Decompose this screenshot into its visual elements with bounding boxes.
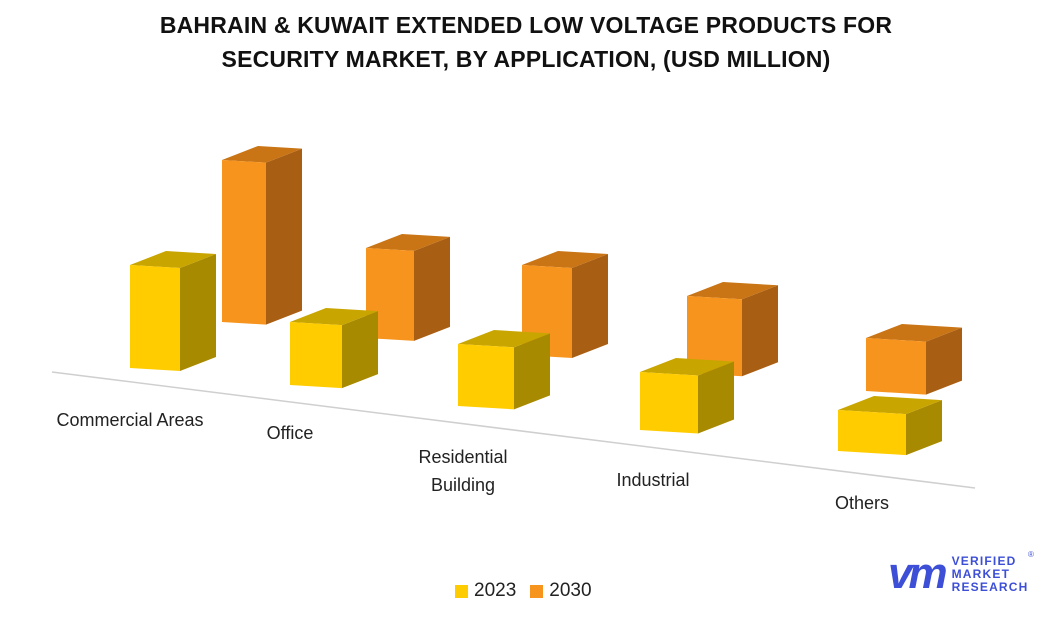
category-label-commercial-areas: Commercial Areas (56, 410, 204, 430)
bar-side-face (514, 333, 550, 410)
chart-title-line-2: SECURITY MARKET, BY APPLICATION, (USD MI… (221, 46, 831, 72)
bar-2023-commercial-areas (130, 251, 216, 371)
bar-2030-industrial (687, 282, 778, 377)
legend-item-2030: 2030 (530, 580, 592, 602)
bar-side-face (180, 254, 216, 371)
bar-2023-residential-building (458, 330, 550, 410)
logo-mark: vm (888, 549, 948, 598)
logo-line-3: RESEARCH (951, 579, 1029, 594)
bar-top-face (866, 324, 962, 342)
category-label-office: Office (266, 423, 314, 443)
bar-front-face (838, 410, 906, 456)
bar-front-face (222, 160, 266, 325)
legend-label-2023: 2023 (474, 580, 517, 601)
bar-2030-commercial-areas (222, 146, 302, 325)
bar-top-face (290, 308, 378, 326)
verified-market-research-logo: vm VERIFIED MARKET RESEARCH ® (888, 549, 1034, 598)
logo-registered: ® (1028, 550, 1034, 559)
logo-text: VERIFIED MARKET RESEARCH (951, 553, 1029, 594)
bar-top-face (130, 251, 216, 268)
legend-label-2030: 2030 (549, 580, 592, 601)
legend: 2023 2030 (455, 580, 606, 602)
bar-top-face (838, 396, 942, 415)
bar-2023-industrial (640, 358, 734, 434)
bar-side-face (266, 148, 302, 325)
bar-front-face (130, 265, 180, 371)
logo-line-2: MARKET (951, 566, 1011, 581)
category-label-others: Others (834, 493, 890, 513)
chart-title: BAHRAIN & KUWAIT EXTENDED LOW VOLTAGE PR… (0, 8, 1052, 76)
bar-top-face (687, 282, 778, 300)
bar-2030-others (866, 324, 962, 395)
bar-side-face (414, 236, 450, 341)
bar-top-face (366, 234, 450, 251)
bar-front-face (640, 372, 698, 434)
legend-item-2023: 2023 (455, 580, 516, 602)
category-axis-line (51, 371, 976, 489)
bar-2023-office (290, 308, 378, 389)
bar-side-face (906, 400, 942, 456)
bar-top-face (640, 358, 734, 376)
legend-swatch-2023 (455, 584, 468, 598)
bar-2030-office (366, 234, 450, 341)
legend-swatch-2030 (530, 584, 544, 598)
bar-side-face (342, 311, 378, 389)
bar-side-face (572, 254, 608, 358)
bar-top-face (522, 251, 608, 268)
logo-line-1: VERIFIED (951, 553, 1017, 568)
bar-front-face (687, 296, 742, 377)
bar-side-face (926, 327, 962, 395)
bar-top-face (222, 146, 302, 163)
bar-front-face (458, 344, 514, 410)
bar-front-face (290, 322, 342, 389)
bar-side-face (742, 285, 778, 377)
category-label-industrial: Industrial (616, 470, 690, 490)
category-label-residential-building: Residential Building (418, 447, 508, 495)
bar-top-face (458, 330, 550, 348)
chart-title-line-1: BAHRAIN & KUWAIT EXTENDED LOW VOLTAGE PR… (159, 12, 893, 38)
bar-front-face (866, 338, 926, 395)
bar-2023-others (838, 396, 942, 456)
bar-side-face (698, 361, 734, 434)
